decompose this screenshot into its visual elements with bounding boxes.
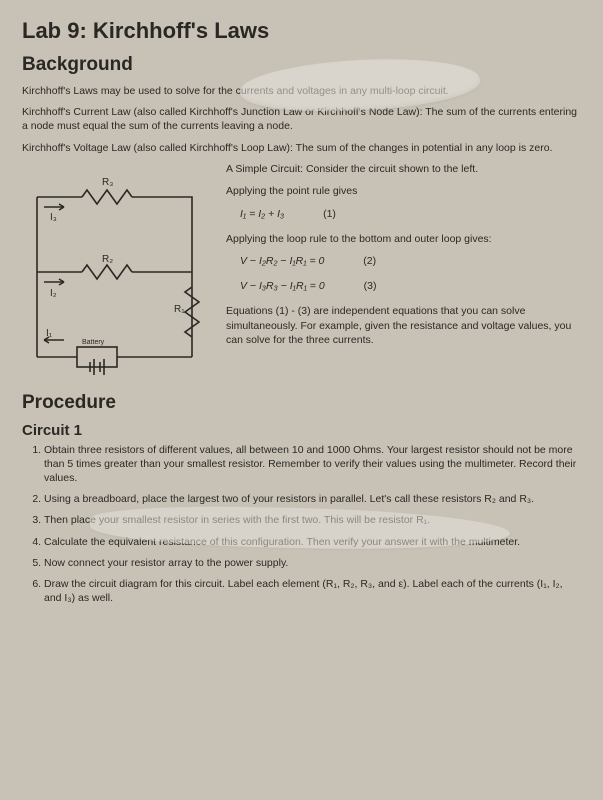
- equations-block: A Simple Circuit: Consider the circuit s…: [226, 162, 581, 382]
- eq2-num: (2): [363, 255, 376, 267]
- step-5: Now connect your resistor array to the p…: [44, 556, 581, 570]
- heading-circuit1: Circuit 1: [22, 422, 581, 439]
- equation-3: V − I₃R₃ − I₁R₁ = 0 (3): [226, 279, 581, 294]
- eq3-text: V − I₃R₃ − I₁R₁ = 0: [240, 280, 325, 292]
- circuit-and-equations: R₃ R₂ R₁ I₃ I₂ I₁ Battery A Simple Circu…: [22, 162, 581, 382]
- eq-apply-point: Applying the point rule gives: [226, 184, 581, 199]
- eq-note: Equations (1) - (3) are independent equa…: [226, 304, 581, 348]
- equation-1: I₁ = I₂ + I₃ (1): [226, 207, 581, 222]
- step-6: Draw the circuit diagram for this circui…: [44, 577, 581, 605]
- circuit-diagram: R₃ R₂ R₁ I₃ I₂ I₁ Battery: [22, 162, 212, 382]
- eq-intro: A Simple Circuit: Consider the circuit s…: [226, 162, 581, 177]
- label-i1: I₁: [46, 328, 53, 339]
- step-1: Obtain three resistors of different valu…: [44, 443, 581, 486]
- eq2-text: V − I₂R₂ − I₁R₁ = 0: [240, 255, 324, 267]
- eq1-num: (1): [323, 208, 336, 220]
- step-2: Using a breadboard, place the largest tw…: [44, 492, 581, 506]
- label-r2: R₂: [102, 254, 113, 265]
- eq3-num: (3): [364, 280, 377, 292]
- label-i2: I₂: [50, 288, 57, 299]
- page-title: Lab 9: Kirchhoff's Laws: [22, 18, 581, 44]
- label-r1: R₁: [174, 304, 185, 315]
- eq-apply-loop: Applying the loop rule to the bottom and…: [226, 232, 581, 247]
- label-battery: Battery: [82, 339, 105, 346]
- equation-2: V − I₂R₂ − I₁R₁ = 0 (2): [226, 254, 581, 269]
- eq1-text: I₁ = I₂ + I₃: [240, 208, 284, 220]
- label-r3: R₃: [102, 177, 113, 188]
- label-i3: I₃: [50, 212, 57, 223]
- intro-p3: Kirchhoff's Voltage Law (also called Kir…: [22, 141, 581, 155]
- heading-procedure: Procedure: [22, 392, 581, 414]
